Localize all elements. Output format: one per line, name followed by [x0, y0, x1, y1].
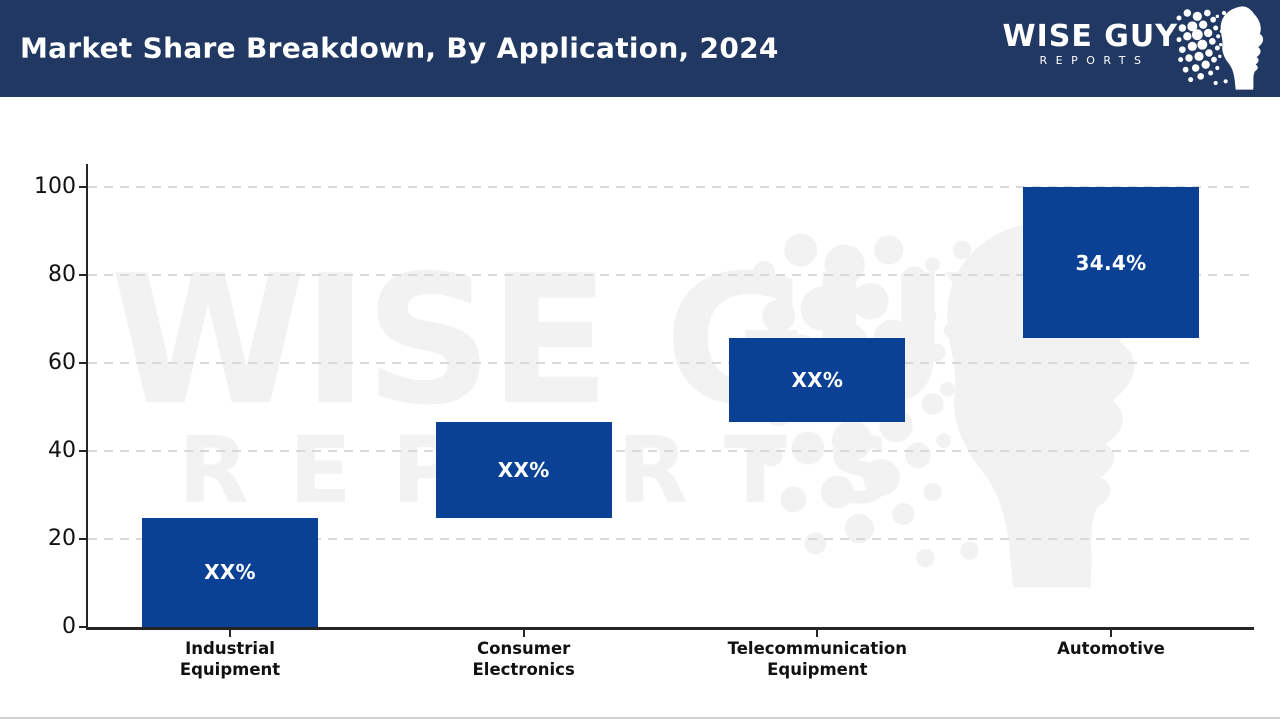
- gridline-60: [88, 362, 1252, 364]
- y-tick-label: 60: [48, 350, 76, 375]
- x-tick-mark: [229, 630, 231, 637]
- gridline-100: [88, 186, 1252, 188]
- logo-wordmark: WISE GUY REPORTS: [1002, 20, 1178, 67]
- bar-automotive: 34.4%: [1023, 187, 1199, 339]
- y-axis-spine: [86, 164, 88, 630]
- bar-value-label: XX%: [791, 368, 844, 393]
- category-label: Consumer Electronics: [472, 639, 575, 679]
- gridline-40: [88, 450, 1252, 452]
- y-tick-label: 100: [34, 174, 76, 199]
- category-label: Automotive: [1057, 639, 1165, 658]
- y-tick-label: 40: [48, 438, 76, 463]
- bar-value-label: XX%: [204, 560, 256, 585]
- bar-value-label: 34.4%: [1075, 250, 1147, 275]
- y-tick-mark: [79, 362, 86, 364]
- header-bar: Market Share Breakdown, By Application, …: [0, 0, 1280, 97]
- y-tick-label: 0: [62, 614, 76, 639]
- x-tick-mark: [522, 630, 525, 637]
- gridline-20: [88, 538, 1252, 540]
- y-tick-mark: [79, 626, 86, 628]
- category-label: Industrial Equipment: [179, 639, 281, 679]
- bar-telecommunication-equipment: XX%: [729, 338, 906, 422]
- y-tick-mark: [79, 538, 86, 540]
- footer-divider: [0, 717, 1280, 719]
- x-axis-spine: [86, 627, 1254, 630]
- y-tick-mark: [79, 274, 86, 276]
- y-tick-label: 20: [48, 526, 76, 551]
- bar-consumer-electronics: XX%: [435, 421, 612, 518]
- brand-logo: WISE GUY REPORTS: [1002, 0, 1274, 97]
- x-tick-mark: [816, 630, 819, 637]
- logo-wordmark-line2: REPORTS: [1039, 54, 1150, 67]
- bar-industrial-equipment: XX%: [142, 517, 318, 627]
- y-tick-mark: [79, 450, 86, 452]
- category-label: Telecommunication Equipment: [727, 639, 907, 679]
- chart-title: Market Share Breakdown, By Application, …: [20, 31, 779, 65]
- bar-value-label: XX%: [497, 457, 550, 482]
- y-tick-mark: [79, 186, 86, 188]
- x-tick-mark: [1110, 630, 1112, 637]
- gridline-80: [88, 274, 1252, 276]
- logo-wordmark-line1: WISE GUY: [1002, 19, 1178, 54]
- logo-face-icon: [1176, 6, 1264, 90]
- y-tick-label: 80: [48, 262, 76, 287]
